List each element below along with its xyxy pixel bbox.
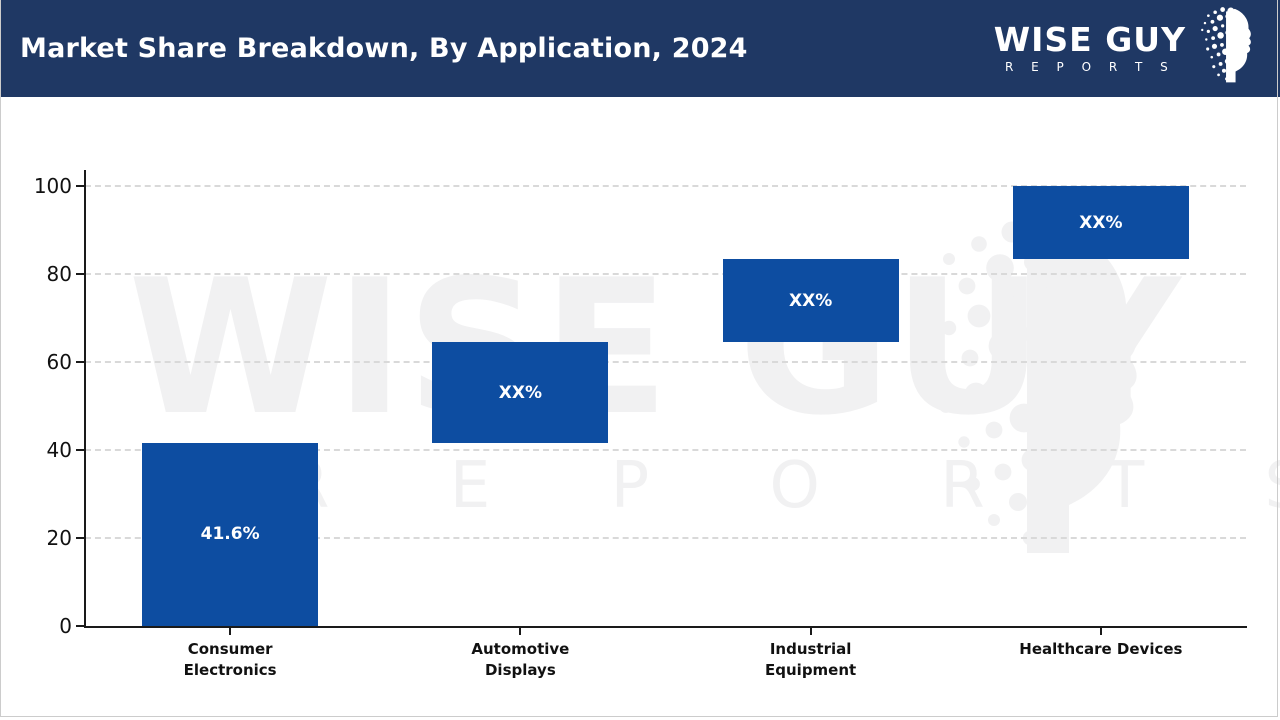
x-category-label-automotive-displays: Automotive Displays: [370, 639, 670, 681]
y-tick-label-0: 0: [59, 614, 72, 638]
x-category-label-line: Industrial: [769, 640, 852, 658]
gridline-40: [85, 449, 1246, 451]
y-tick-label-100: 100: [33, 174, 72, 198]
x-category-label-line: Automotive: [471, 640, 570, 658]
bar-automotive-displays: XX%: [432, 342, 609, 443]
x-tick-automotive-displays: [519, 628, 522, 635]
bar-value-label-industrial-equipment: XX%: [789, 290, 833, 311]
y-tick-20: [76, 537, 84, 539]
logo-wordmark: WISE GUY: [993, 20, 1186, 59]
bar-healthcare-devices: XX%: [1012, 186, 1189, 260]
y-tick-label-40: 40: [46, 438, 72, 462]
y-tick-label-80: 80: [46, 262, 72, 286]
gridline-20: [85, 537, 1246, 539]
x-axis-line: [84, 626, 1247, 628]
x-category-label-line: Electronics: [183, 661, 277, 679]
x-category-label-industrial-equipment: Industrial Equipment: [661, 639, 961, 681]
bar-industrial-equipment: XX%: [722, 259, 899, 343]
chart-canvas: WISE GUY R E P O R T S 0 20 40 60 80 100 41.6%…: [0, 97, 1280, 720]
bar-value-label-automotive-displays: XX%: [498, 382, 542, 403]
x-category-label-line: Displays: [484, 661, 556, 679]
bar-value-label-consumer-electronics: 41.6%: [200, 524, 260, 545]
logo-text: WISE GUY R E P O R T S: [994, 23, 1186, 74]
bar-consumer-electronics: 41.6%: [142, 442, 319, 626]
y-tick-40: [76, 449, 84, 451]
y-tick-100: [76, 185, 84, 187]
logo-face-icon: [1201, 6, 1251, 82]
y-axis-line: [84, 170, 86, 628]
plot-area: 0 20 40 60 80 100 41.6% Consumer Electronics XX% A…: [0, 97, 1280, 720]
x-category-label-consumer-electronics: Consumer Electronics: [80, 639, 380, 681]
x-tick-consumer-electronics: [229, 628, 232, 635]
x-category-label-healthcare-devices: Healthcare Devices: [951, 639, 1251, 660]
logo-subtitle: R E P O R T S: [1004, 60, 1175, 74]
gridline-80: [85, 273, 1246, 275]
chart-title: Market Share Breakdown, By Application, …: [20, 33, 748, 64]
y-tick-60: [76, 361, 84, 363]
x-tick-industrial-equipment: [809, 628, 812, 635]
x-category-label-line: Equipment: [765, 661, 857, 679]
y-tick-0: [76, 625, 84, 627]
x-category-label-line: Consumer: [187, 640, 273, 658]
y-tick-label-20: 20: [46, 526, 72, 550]
y-tick-80: [76, 273, 84, 275]
x-tick-healthcare-devices: [1099, 628, 1102, 635]
bar-value-label-healthcare-devices: XX%: [1079, 212, 1123, 233]
x-category-label-line: Healthcare Devices: [1019, 640, 1183, 658]
gridline-60: [85, 361, 1246, 363]
header-bar: Market Share Breakdown, By Application, …: [0, 0, 1280, 97]
gridline-100: [85, 185, 1246, 187]
y-tick-label-60: 60: [46, 350, 72, 374]
wise-guy-logo: WISE GUY R E P O R T S: [994, 6, 1258, 92]
